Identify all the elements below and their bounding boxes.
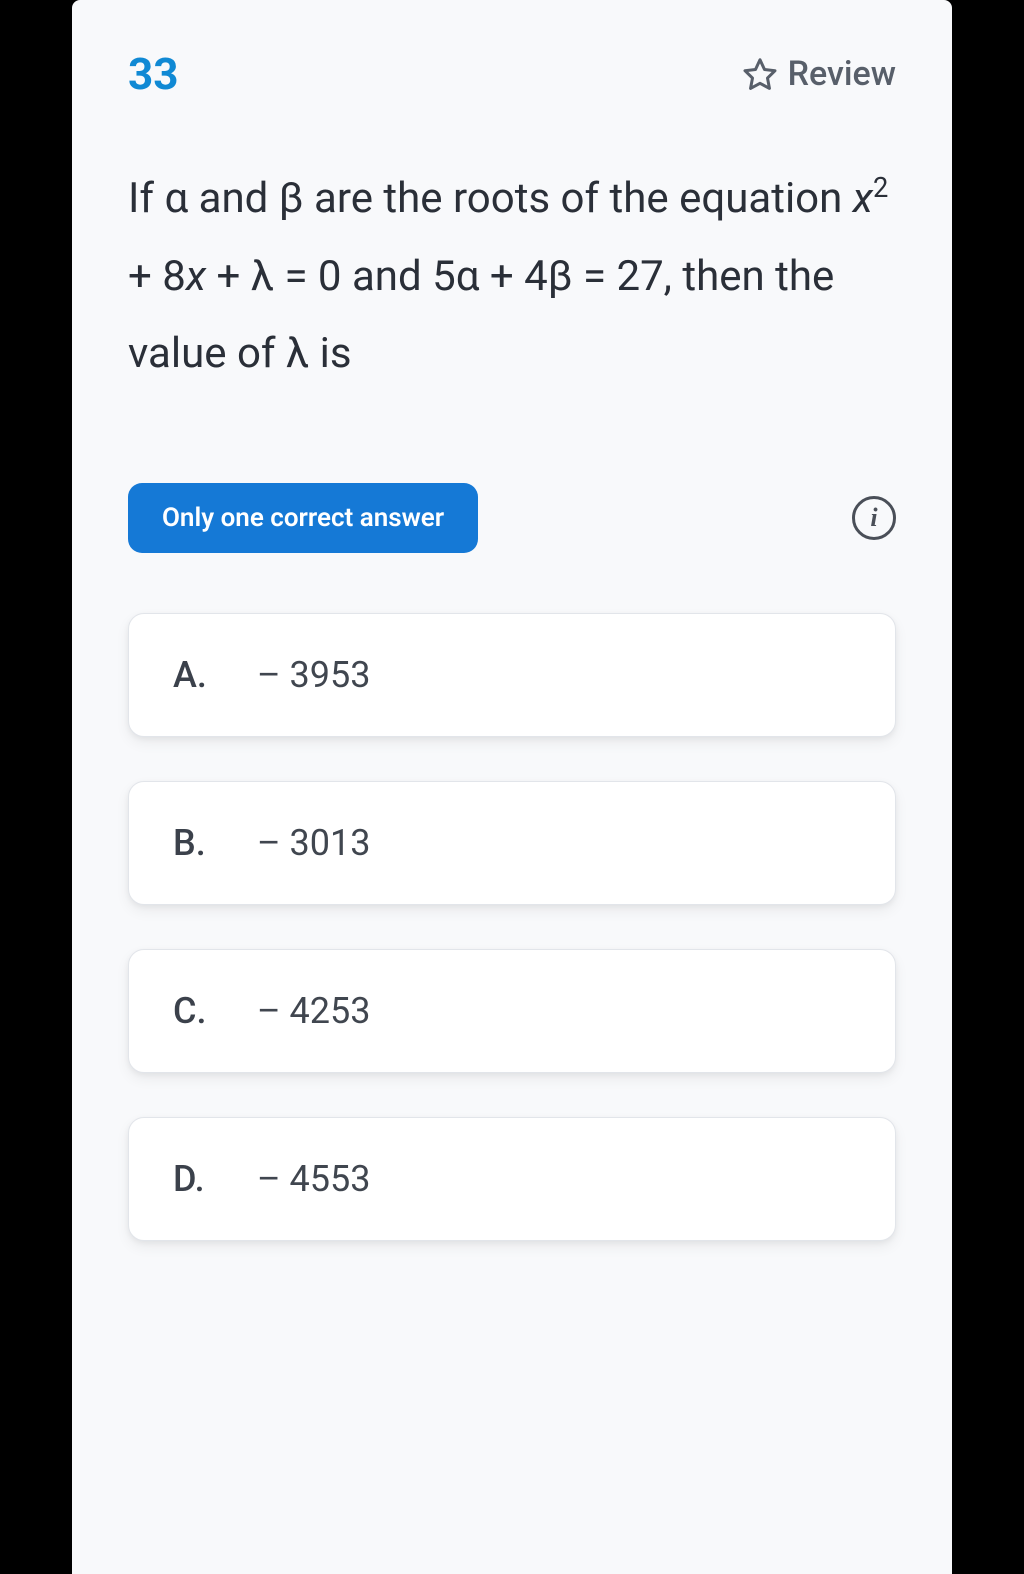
review-button[interactable]: Review: [742, 54, 896, 94]
option-letter: D.: [173, 1158, 221, 1200]
option-letter: C.: [173, 990, 221, 1032]
option-b[interactable]: B. – 3013: [128, 781, 896, 905]
answer-type-badge: Only one correct answer: [128, 483, 478, 553]
option-value: – 4553: [257, 1158, 370, 1200]
options-list: A. – 3953 B. – 3013 C. – 4253 D. – 4553: [128, 613, 896, 1241]
question-part-1: If α and β are the roots of the equation: [128, 174, 853, 223]
question-number: 33: [128, 48, 179, 100]
option-c[interactable]: C. – 4253: [128, 949, 896, 1073]
question-text: If α and β are the roots of the equation…: [128, 160, 896, 393]
eq-var-x1: x: [853, 174, 873, 223]
eq-rest: + λ = 0 and 5α + 4β = 27, then the value…: [128, 252, 834, 379]
info-icon[interactable]: i: [852, 496, 896, 540]
option-a[interactable]: A. – 3953: [128, 613, 896, 737]
quiz-screen: 33 Review If α and β are the roots of th…: [72, 0, 952, 1574]
eq-exponent: 2: [873, 172, 888, 204]
phone-frame: 33 Review If α and β are the roots of th…: [0, 0, 1024, 1574]
question-header: 33 Review: [128, 48, 896, 100]
eq-mid: + 8: [128, 252, 186, 301]
option-value: – 4253: [257, 990, 370, 1032]
star-icon: [742, 56, 778, 92]
review-label: Review: [788, 54, 896, 94]
option-value: – 3953: [257, 654, 370, 696]
option-letter: B.: [173, 822, 221, 864]
option-d[interactable]: D. – 4553: [128, 1117, 896, 1241]
option-letter: A.: [173, 654, 221, 696]
eq-var-x2: x: [186, 252, 206, 301]
option-value: – 3013: [257, 822, 370, 864]
badge-row: Only one correct answer i: [128, 483, 896, 553]
